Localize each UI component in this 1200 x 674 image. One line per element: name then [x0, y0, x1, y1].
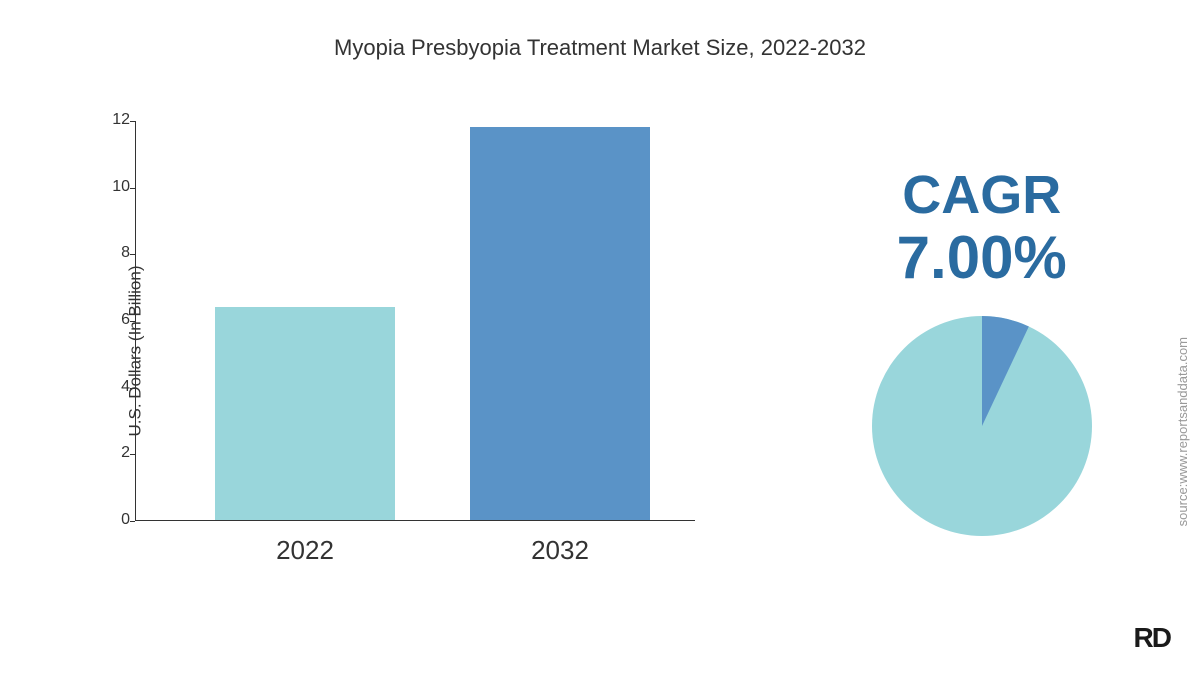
y-tick-mark: [130, 121, 135, 122]
y-axis: [135, 121, 136, 521]
y-tick-mark: [130, 521, 135, 522]
y-tick-mark: [130, 454, 135, 455]
y-tick-label: 12: [100, 111, 130, 129]
x-axis: [135, 520, 695, 521]
y-tick-label: 0: [100, 511, 130, 529]
y-tick-mark: [130, 321, 135, 322]
y-tick-label: 10: [100, 178, 130, 196]
y-tick-label: 2: [100, 444, 130, 462]
logo-r: R: [1134, 622, 1152, 653]
cagr-label: CAGR: [902, 166, 1061, 225]
y-tick-label: 8: [100, 244, 130, 262]
source-attribution: source:www.reportsanddata.com: [1175, 337, 1190, 526]
x-axis-label: 2032: [470, 535, 650, 566]
logo-d: D: [1152, 622, 1170, 653]
main-content: U.S. Dollars (In Billion) 024681012 2022…: [40, 91, 1160, 611]
bar-chart: U.S. Dollars (In Billion) 024681012 2022…: [100, 111, 773, 591]
bar: [215, 307, 395, 520]
cagr-panel: CAGR 7.00%: [803, 166, 1160, 536]
x-axis-label: 2022: [215, 535, 395, 566]
pie-chart: [872, 316, 1092, 536]
y-tick-mark: [130, 254, 135, 255]
bar: [470, 127, 650, 520]
y-tick-label: 4: [100, 378, 130, 396]
y-tick-mark: [130, 388, 135, 389]
cagr-value: 7.00%: [897, 225, 1067, 291]
chart-title: Myopia Presbyopia Treatment Market Size,…: [40, 35, 1160, 61]
y-tick-mark: [130, 188, 135, 189]
logo: RD: [1134, 622, 1170, 654]
y-tick-label: 6: [100, 311, 130, 329]
